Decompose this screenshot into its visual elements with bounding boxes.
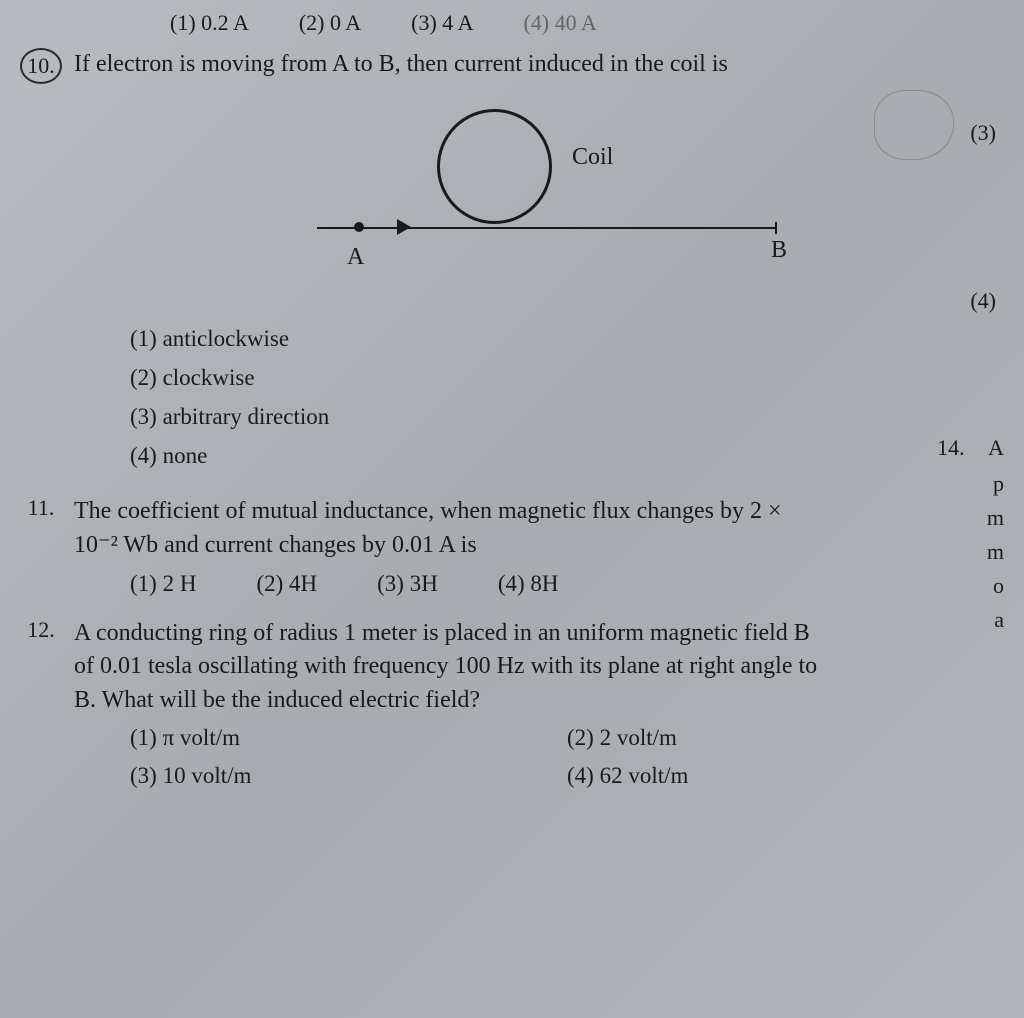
q10-number: 10. [20, 48, 62, 84]
side-q14-a: A [988, 435, 1004, 460]
q12-header: 12. A conducting ring of radius 1 meter … [20, 617, 1004, 718]
q12-opt-3: (3) 10 volt/m [130, 763, 567, 789]
hand-scribble-icon [874, 90, 954, 160]
tick-b [775, 222, 777, 234]
q10-opt-2: (2) clockwise [130, 358, 1004, 397]
q12-options: (1) π volt/m (2) 2 volt/m (3) 10 volt/m … [130, 725, 1004, 789]
side-frag-p: p [993, 466, 1004, 501]
q12-opt-1: (1) π volt/m [130, 725, 567, 751]
page-root: (1) 0.2 A (2) 0 A (3) 4 A (4) 40 A 10. I… [20, 10, 1004, 1008]
electron-dot [354, 222, 364, 232]
q11-opt-3: (3) 3H [377, 571, 438, 597]
q11-number: 11. [20, 495, 62, 521]
q12-number: 12. [20, 617, 62, 643]
motion-arrow-icon [397, 219, 411, 235]
q10-diagram: Coil A B [80, 109, 1004, 289]
prev-question-options: (1) 0.2 A (2) 0 A (3) 4 A (4) 40 A [170, 10, 1004, 36]
side-marker-3: (3) [970, 120, 996, 146]
side-q14-number: 14. [937, 435, 965, 460]
label-a: A [347, 244, 364, 271]
side-frag-m2: m [987, 534, 1004, 569]
prev-opt-4: (4) 40 A [523, 10, 596, 36]
q10-opt-4: (4) none [130, 436, 1004, 475]
q10-options: (1) anticlockwise (2) clockwise (3) arbi… [130, 319, 1004, 475]
q12-text: A conducting ring of radius 1 meter is p… [74, 617, 834, 718]
label-b: B [771, 237, 787, 264]
coil-circle [437, 109, 552, 224]
side-frag-o: o [993, 568, 1004, 603]
prev-opt-1: (1) 0.2 A [170, 10, 249, 36]
q11-opt-4: (4) 8H [498, 571, 559, 597]
coil-diagram: Coil A B [282, 109, 802, 289]
q10-text: If electron is moving from A to B, then … [74, 48, 1004, 82]
prev-opt-2: (2) 0 A [299, 10, 361, 36]
q11-opt-2: (2) 4H [256, 571, 317, 597]
q11-text: The coefficient of mutual inductance, wh… [74, 495, 814, 562]
question-10: 10. If electron is moving from A to B, t… [20, 48, 1004, 475]
q11-opt-1: (1) 2 H [130, 571, 196, 597]
q12-opt-4: (4) 62 volt/m [567, 763, 1004, 789]
q11-header: 11. The coefficient of mutual inductance… [20, 495, 1004, 562]
q10-opt-1: (1) anticlockwise [130, 319, 1004, 358]
coil-label: Coil [572, 144, 613, 171]
q10-opt-3: (3) arbitrary direction [130, 397, 1004, 436]
diagram-baseline [317, 227, 777, 229]
q11-options: (1) 2 H (2) 4H (3) 3H (4) 8H [130, 571, 1004, 597]
prev-opt-3: (3) 4 A [411, 10, 473, 36]
q12-opt-2: (2) 2 volt/m [567, 725, 1004, 751]
question-12: 12. A conducting ring of radius 1 meter … [20, 617, 1004, 790]
side-frag-a: a [994, 602, 1004, 637]
side-frag-m1: m [987, 500, 1004, 535]
side-marker-4: (4) [970, 288, 996, 314]
q10-header: 10. If electron is moving from A to B, t… [20, 48, 1004, 84]
question-11: 11. The coefficient of mutual inductance… [20, 495, 1004, 596]
